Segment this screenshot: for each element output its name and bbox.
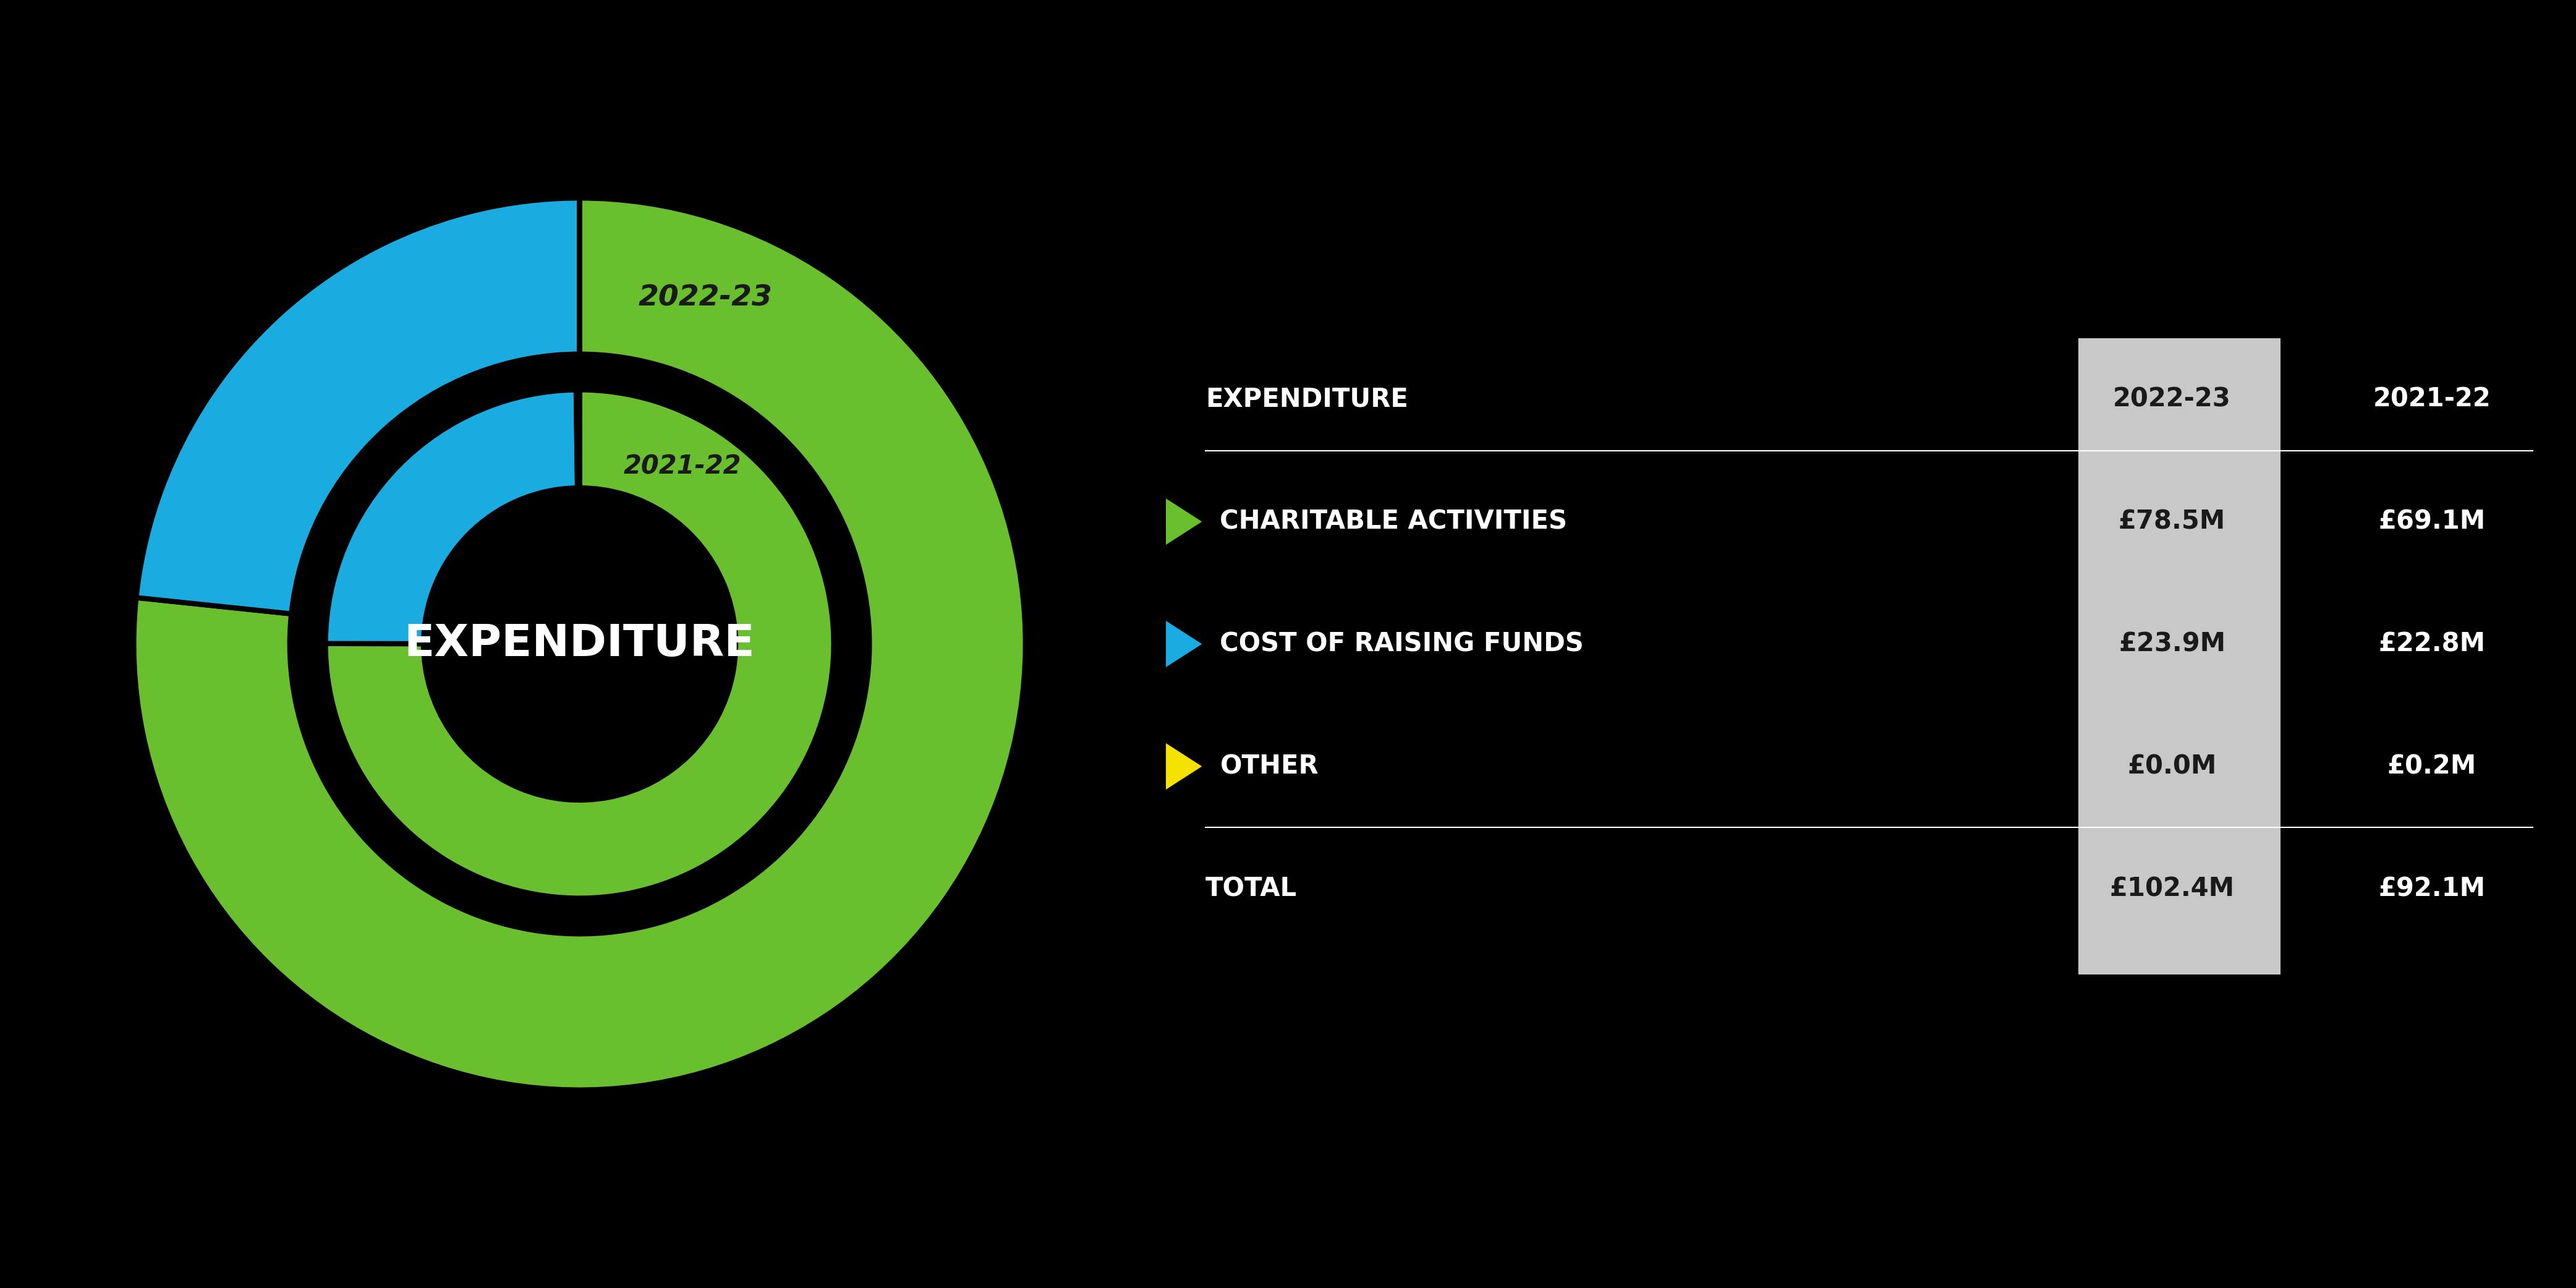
Wedge shape (325, 390, 835, 898)
Text: EXPENDITURE: EXPENDITURE (1206, 386, 1409, 412)
Wedge shape (577, 390, 580, 488)
Text: £69.1M: £69.1M (2378, 509, 2486, 535)
Wedge shape (137, 198, 580, 614)
Text: TOTAL: TOTAL (1206, 876, 1298, 902)
Text: 2022-23: 2022-23 (2112, 386, 2231, 412)
Wedge shape (325, 390, 577, 644)
Text: £0.2M: £0.2M (2388, 753, 2476, 779)
Text: £22.8M: £22.8M (2378, 631, 2486, 657)
Text: 2021-22: 2021-22 (2372, 386, 2491, 412)
Text: OTHER: OTHER (1221, 753, 1319, 779)
Wedge shape (134, 198, 1025, 1090)
Text: £102.4M: £102.4M (2110, 876, 2233, 902)
Polygon shape (1167, 743, 1203, 790)
Text: 2022-23: 2022-23 (639, 285, 773, 312)
Polygon shape (1167, 498, 1203, 545)
Text: £78.5M: £78.5M (2117, 509, 2226, 535)
Text: £0.0M: £0.0M (2128, 753, 2218, 779)
Polygon shape (1167, 621, 1203, 667)
Text: COST OF RAISING FUNDS: COST OF RAISING FUNDS (1221, 631, 1584, 657)
Text: CHARITABLE ACTIVITIES: CHARITABLE ACTIVITIES (1221, 509, 1566, 535)
Text: £23.9M: £23.9M (2117, 631, 2226, 657)
FancyBboxPatch shape (2079, 339, 2280, 975)
Text: 2021-22: 2021-22 (623, 453, 742, 479)
Text: £92.1M: £92.1M (2378, 876, 2486, 902)
Text: EXPENDITURE: EXPENDITURE (404, 622, 755, 666)
